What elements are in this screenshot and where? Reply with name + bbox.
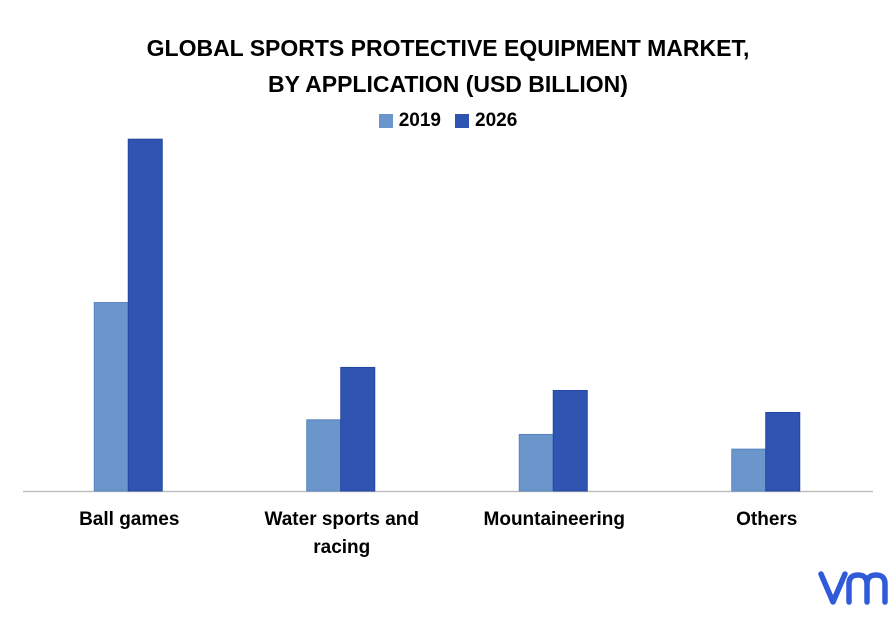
bar-2019-water-sports-and-racing — [306, 419, 342, 492]
bar-2019-ball-games — [93, 302, 129, 492]
legend-item-2026: 2026 — [455, 110, 517, 132]
legend-label-2026: 2026 — [475, 110, 518, 131]
category-label-ball-games: Ball games — [79, 509, 180, 530]
chart-title-line-2: BY APPLICATION (USD BILLION) — [268, 71, 628, 97]
vmr-logo-icon — [818, 571, 888, 605]
legend-label-2019: 2019 — [398, 110, 441, 131]
chart-legend: 2019 2026 — [0, 110, 896, 132]
chart-title-line-1: GLOBAL SPORTS PROTECTIVE EQUIPMENT MARKE… — [146, 35, 750, 61]
category-label-others: Others — [736, 509, 798, 530]
legend-item-2019: 2019 — [378, 110, 441, 132]
bar-2026-ball-games — [127, 138, 163, 492]
bar-2026-water-sports-and-racing — [340, 366, 376, 492]
category-label-water-sports: Water sports and racing — [264, 509, 420, 558]
legend-swatch-2019 — [378, 114, 393, 128]
bar-2019-mountaineering — [518, 433, 554, 492]
bar-2019-others — [731, 448, 767, 492]
legend-swatch-2026 — [455, 114, 469, 128]
chart-title: GLOBAL SPORTS PROTECTIVE EQUIPMENT MARKE… — [0, 30, 896, 102]
bar-2026-mountaineering — [552, 389, 588, 492]
bar-2026-others — [765, 411, 801, 492]
category-label-mountaineering: Mountaineering — [483, 509, 625, 530]
